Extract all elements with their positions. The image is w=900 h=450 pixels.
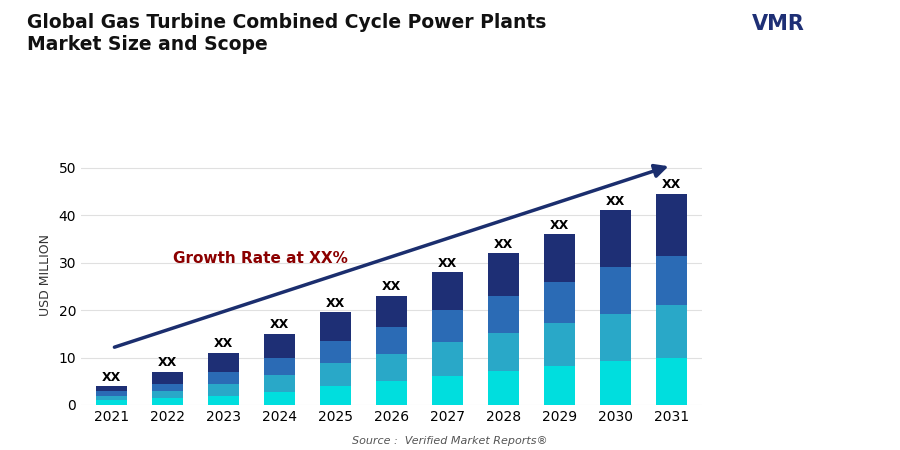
Bar [376,354,407,381]
Text: XX: XX [662,179,681,191]
Bar [152,372,183,384]
Bar [96,391,127,396]
Bar [152,391,183,398]
Bar [544,234,575,282]
Text: XX: XX [606,195,625,208]
Bar [432,342,463,376]
Bar [488,333,518,371]
Bar [96,386,127,391]
Bar [488,253,518,296]
Text: VMR: VMR [752,14,805,33]
Bar [96,400,127,405]
Bar [656,358,687,405]
Bar [600,314,631,361]
Bar [600,361,631,405]
Bar [208,384,239,396]
Bar [432,272,463,310]
Bar [488,296,518,333]
Bar [265,392,295,405]
Bar [320,312,351,341]
Bar [432,376,463,405]
Bar [152,384,183,391]
Bar [544,282,575,324]
Bar [600,267,631,314]
Bar [265,334,295,359]
Bar [320,386,351,405]
Text: XX: XX [158,356,177,369]
Bar [544,366,575,405]
Bar [376,381,407,405]
Text: Global Gas Turbine Combined Cycle Power Plants
Market Size and Scope: Global Gas Turbine Combined Cycle Power … [27,14,546,54]
Bar [265,375,295,392]
Bar [208,372,239,384]
Bar [376,327,407,354]
Bar [656,306,687,358]
Y-axis label: USD MILLION: USD MILLION [39,234,51,315]
Text: Growth Rate at XX%: Growth Rate at XX% [174,251,348,266]
Bar [265,359,295,375]
Text: XX: XX [102,371,122,384]
Text: XX: XX [550,219,569,232]
Bar [320,363,351,386]
Text: XX: XX [382,280,401,293]
Bar [208,353,239,372]
Bar [656,194,687,256]
Bar [488,371,518,405]
Bar [656,256,687,306]
Text: XX: XX [326,297,346,310]
Bar [544,324,575,366]
Bar [320,341,351,363]
Text: Source :  Verified Market Reports®: Source : Verified Market Reports® [352,436,548,446]
Bar [152,398,183,405]
Text: XX: XX [270,319,289,332]
Bar [376,296,407,327]
Text: XX: XX [437,257,457,270]
Bar [432,310,463,342]
Bar [600,211,631,267]
Bar [96,396,127,400]
Bar [208,396,239,405]
Text: XX: XX [214,338,233,351]
Text: XX: XX [494,238,513,251]
